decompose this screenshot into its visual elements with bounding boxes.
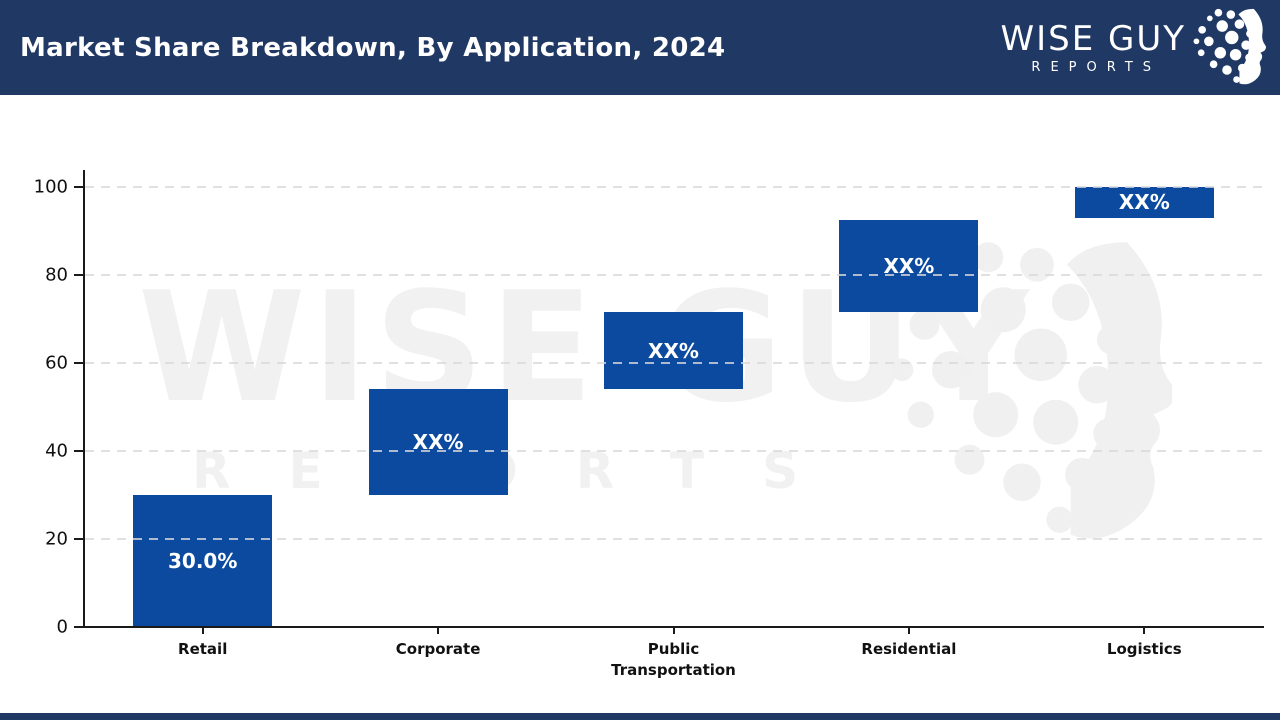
logo-wordmark: WISE GUY bbox=[1000, 18, 1186, 59]
app-header: Market Share Breakdown, By Application, … bbox=[0, 0, 1280, 95]
watermark-head-icon bbox=[890, 242, 1172, 539]
y-tick-label-60: 60 bbox=[45, 352, 68, 374]
y-tick-label-40: 40 bbox=[45, 440, 68, 462]
y-tick-20 bbox=[74, 538, 83, 540]
page-title: Market Share Breakdown, By Application, … bbox=[20, 32, 726, 63]
grid-layer bbox=[85, 186, 1262, 627]
x-tick-public-transportation bbox=[672, 628, 675, 634]
x-tick-corporate bbox=[437, 628, 440, 634]
x-category-label-logistics: Logistics bbox=[1106, 640, 1182, 658]
gridline-80 bbox=[85, 274, 1262, 276]
bar-logistics bbox=[1074, 187, 1214, 218]
bar-value-label-corporate: XX% bbox=[412, 430, 464, 455]
wise-guy-head-icon bbox=[1193, 8, 1266, 84]
bar-public-transportation bbox=[604, 312, 743, 390]
y-tick-label-0: 0 bbox=[56, 616, 68, 638]
bars-layer bbox=[85, 187, 1262, 627]
y-tick-label-100: 100 bbox=[33, 176, 68, 198]
x-tick-residential bbox=[907, 628, 910, 634]
y-tick-80 bbox=[74, 274, 83, 276]
x-category-label-retail: Retail bbox=[178, 640, 228, 658]
y-tick-100 bbox=[74, 186, 83, 188]
gridline-20 bbox=[85, 538, 1262, 540]
x-category-label-residential: Residential bbox=[861, 640, 957, 658]
y-tick-60 bbox=[74, 362, 83, 364]
y-tick-label-80: 80 bbox=[45, 264, 68, 286]
logo-subtitle: REPORTS bbox=[1031, 59, 1162, 75]
wise-guy-logo-text: WISE GUY REPORTS bbox=[1000, 22, 1186, 74]
gridline-100 bbox=[85, 186, 1262, 188]
y-tick-0 bbox=[74, 626, 83, 628]
bar-corporate bbox=[368, 389, 508, 495]
bar-value-label-public-transportation: XX% bbox=[648, 338, 699, 363]
x-tick-logistics bbox=[1143, 628, 1146, 634]
wise-guy-logo: WISE GUY REPORTS bbox=[1000, 5, 1266, 91]
x-axis bbox=[83, 626, 1264, 628]
bar-value-label-residential: XX% bbox=[883, 254, 935, 279]
bar-labels-layer: 30.0% XX% XX% XX% XX% bbox=[85, 187, 1262, 627]
x-category-label-public-transportation: Public Transportation bbox=[611, 640, 736, 679]
y-axis bbox=[83, 170, 85, 628]
x-category-label-corporate: Corporate bbox=[395, 640, 481, 658]
gridline-40 bbox=[85, 450, 1262, 452]
gridline-60 bbox=[85, 362, 1262, 364]
footer-bar bbox=[0, 713, 1280, 720]
y-tick-40 bbox=[74, 450, 83, 452]
bar-residential bbox=[839, 220, 979, 313]
bar-value-label-retail: 30.0% bbox=[167, 549, 238, 573]
x-tick-retail bbox=[201, 628, 204, 634]
bar-retail bbox=[133, 495, 273, 627]
y-tick-label-20: 20 bbox=[45, 528, 68, 550]
bar-value-label-logistics: XX% bbox=[1118, 190, 1170, 215]
